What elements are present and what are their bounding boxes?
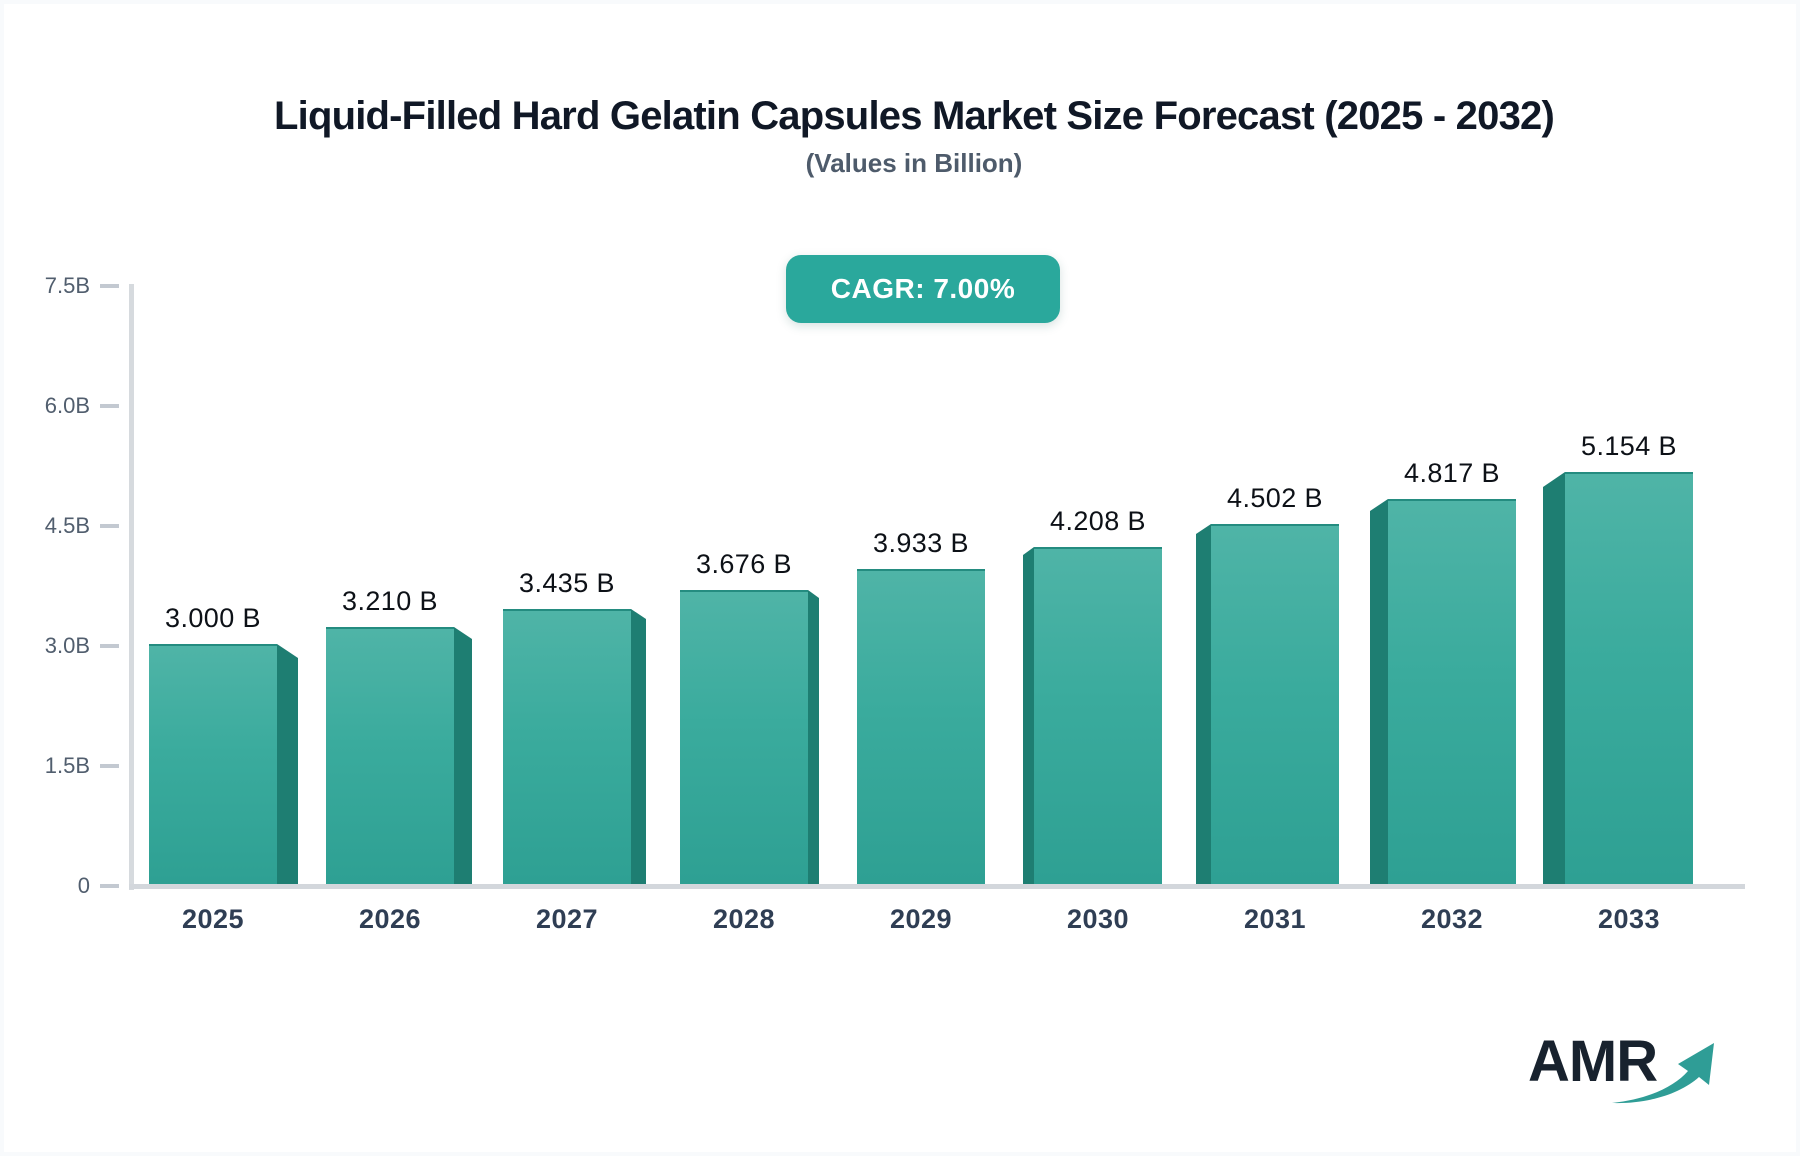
bar-value-label-2028: 3.676 B [696, 549, 792, 579]
y-tick-label: 4.5B [44, 513, 90, 538]
y-tick-label: 6.0B [44, 393, 90, 418]
bar-2026 [326, 627, 454, 884]
y-tick-mark [100, 884, 119, 888]
bar-side-2032 [1370, 499, 1388, 884]
amr-logo: AMR [1528, 1028, 1738, 1118]
x-tick-label-2032: 2032 [1420, 904, 1484, 934]
bar-value-label-2026: 3.210 B [342, 586, 438, 616]
y-tick-mark [100, 404, 119, 408]
bar-2028 [680, 590, 808, 884]
y-tick-label: 3.0B [44, 633, 90, 658]
bar-2031 [1211, 524, 1339, 884]
y-tick-mark [100, 524, 119, 528]
x-tick-label-2031: 2031 [1243, 904, 1307, 934]
chart-title: Liquid-Filled Hard Gelatin Capsules Mark… [274, 94, 1555, 138]
x-tick-label-2033: 2033 [1597, 904, 1661, 934]
x-tick-label-2029: 2029 [889, 904, 953, 934]
amr-logo-text: AMR [1528, 1029, 1658, 1094]
bar-2030 [1034, 547, 1162, 884]
x-tick-label-2030: 2030 [1066, 904, 1130, 934]
y-tick-mark [100, 284, 119, 288]
bar-value-label-2031: 4.502 B [1227, 483, 1323, 513]
y-tick-mark [100, 644, 119, 648]
bar-side-2025 [277, 644, 298, 884]
cagr-badge-label: CAGR: 7.00% [830, 273, 1016, 304]
x-tick-label-2025: 2025 [181, 904, 245, 934]
bar-2027 [503, 609, 631, 884]
bar-side-2033 [1543, 472, 1565, 884]
bar-side-2030 [1023, 547, 1034, 884]
bar-side-2026 [454, 627, 472, 884]
bar-value-label-2030: 4.208 B [1050, 506, 1146, 536]
x-tick-label-2028: 2028 [712, 904, 776, 934]
y-tick-label: 7.5B [44, 273, 90, 298]
bar-2032 [1388, 499, 1516, 884]
cagr-badge: CAGR: 7.00% [786, 255, 1060, 323]
bar-value-label-2029: 3.933 B [873, 528, 969, 558]
bar-side-2027 [631, 609, 646, 884]
y-tick-mark [100, 764, 119, 768]
y-tick-label: 1.5B [44, 753, 90, 778]
bar-value-label-2025: 3.000 B [165, 603, 261, 633]
bar-value-label-2027: 3.435 B [519, 568, 615, 598]
growth-arrow-icon [1612, 1043, 1714, 1104]
bar-2029 [857, 569, 985, 884]
x-axis-line [129, 884, 1745, 889]
y-axis-line [129, 284, 134, 890]
x-tick-label-2026: 2026 [358, 904, 422, 934]
chart-subtitle: (Values in Billion) [805, 148, 1023, 178]
y-tick-label: 0 [77, 873, 90, 898]
x-tick-label-2027: 2027 [535, 904, 599, 934]
bar-2033 [1565, 472, 1693, 884]
bar-value-label-2032: 4.817 B [1404, 458, 1500, 488]
bar-side-2028 [808, 590, 819, 884]
bar-value-label-2033: 5.154 B [1581, 431, 1677, 461]
bar-2025 [149, 644, 277, 884]
bar-side-2031 [1196, 524, 1211, 884]
